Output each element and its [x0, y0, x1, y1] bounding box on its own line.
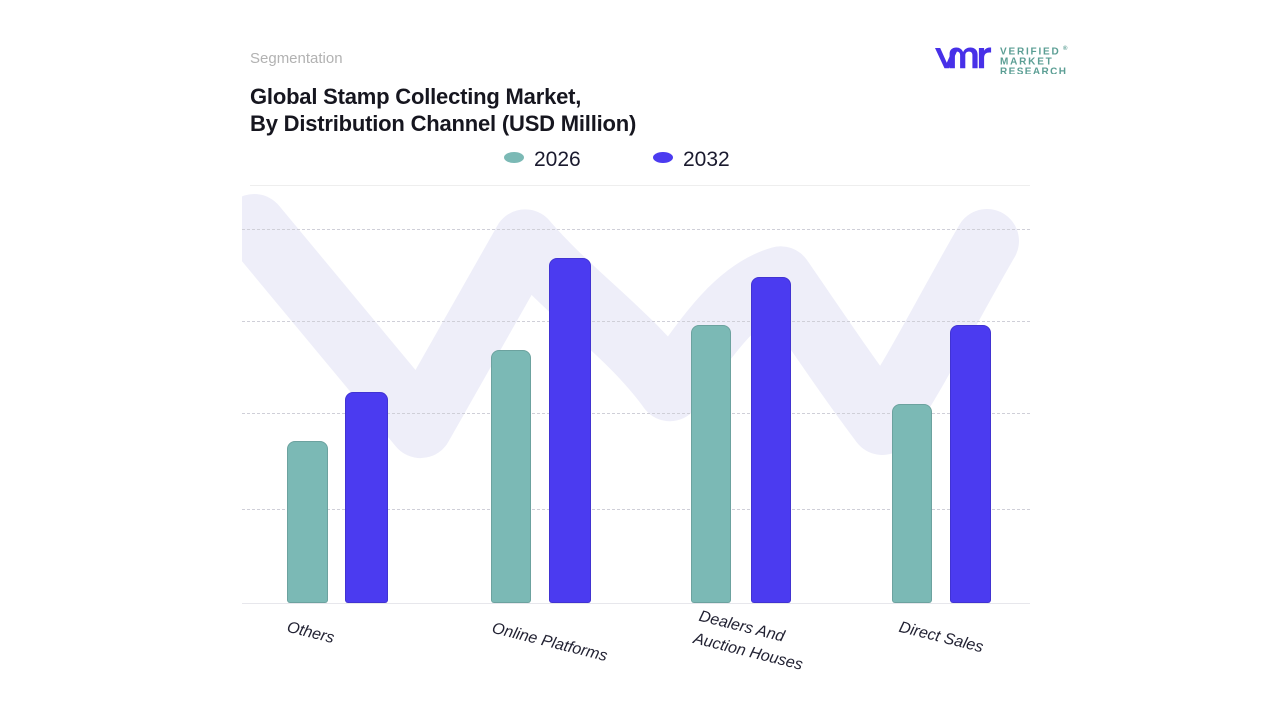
svg-text:®: ®	[1063, 45, 1068, 52]
svg-text:RESEARCH: RESEARCH	[1000, 67, 1067, 75]
